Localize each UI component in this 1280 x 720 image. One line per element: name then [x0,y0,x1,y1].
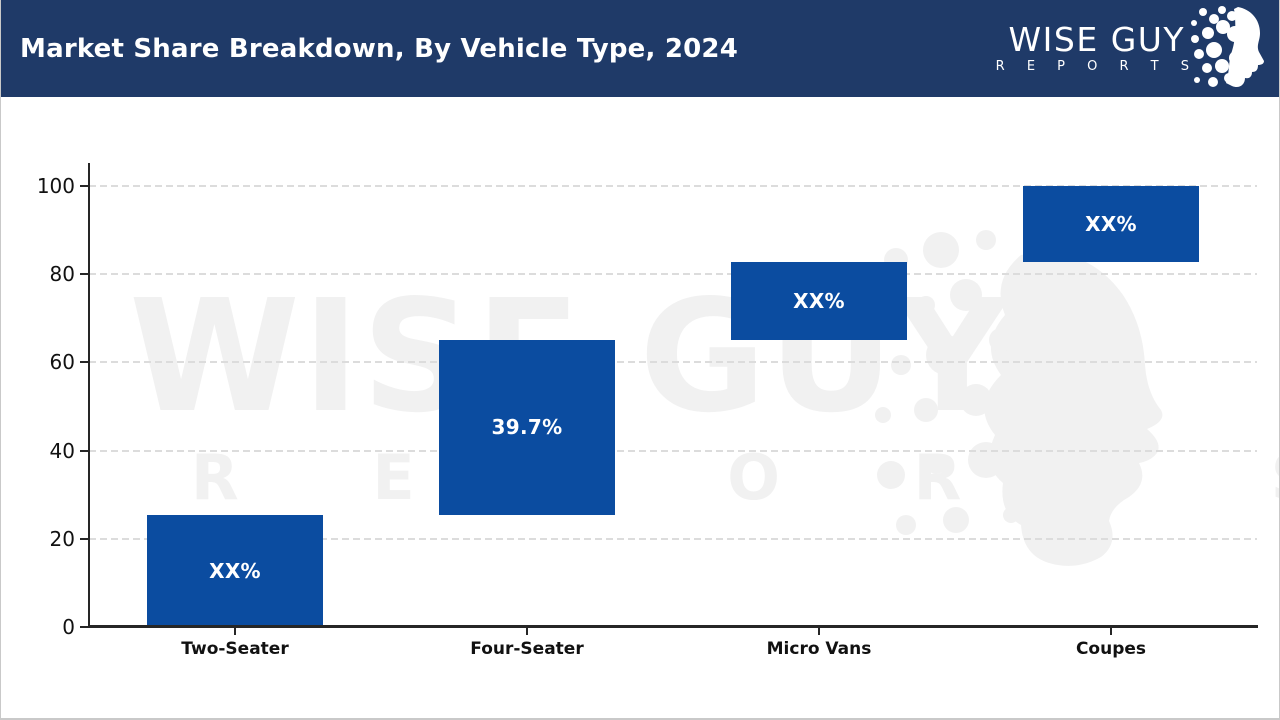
dotted-head-icon [1184,3,1268,95]
x-tick-label: Four-Seater [470,639,584,659]
brand-logo: WISE GUY R E P O R T S [996,3,1268,95]
bar-segment: XX% [147,514,323,627]
y-tick-label: 100 [36,174,75,198]
bar-value-label: XX% [1085,212,1137,237]
chart-area: WISE GUY R E P O R T S [1,97,1280,718]
gridline [89,449,1257,452]
x-tick-label: Coupes [1075,639,1147,659]
bar-value-label: XX% [209,558,261,583]
y-axis-tick [80,361,89,364]
y-axis-spine [88,163,90,626]
y-tick-label: 80 [49,262,75,287]
brand-subtitle: R E P O R T S [995,59,1198,75]
x-axis-spine [88,625,1258,628]
page-title: Market Share Breakdown, By Vehicle Type,… [20,33,738,64]
gridline [89,273,1257,276]
x-axis-tick [526,628,528,635]
y-tick-label: 60 [49,350,75,375]
report-header: Market Share Breakdown, By Vehicle Type,… [1,0,1279,97]
brand-logo-text: WISE GUY R E P O R T S [995,19,1198,75]
x-axis-tick [1110,628,1112,635]
y-axis-tick [80,273,89,276]
y-tick-label: 0 [62,615,75,639]
y-tick-label: 20 [49,526,75,551]
gridline [89,537,1257,540]
y-axis-tick [80,626,89,628]
brand-name: WISE GUY [1008,19,1186,59]
watermark-head-icon [871,225,1171,574]
bar-segment: XX% [731,262,907,340]
bar-segment: 39.7% [439,339,615,515]
x-tick-label: Micro Vans [766,639,872,659]
bar-value-label: XX% [793,289,845,314]
y-axis-tick [80,449,89,452]
gridline [89,361,1257,364]
y-axis-tick [80,185,89,187]
bar-segment: XX% [1023,186,1199,263]
x-axis-tick [234,628,236,635]
gridline [89,185,1257,187]
y-axis-tick [80,537,89,540]
y-tick-label: 40 [49,438,75,463]
watermark-subtitle: R E P O R T S [191,441,1280,514]
bar-value-label: 39.7% [491,415,563,440]
x-tick-label: Two-Seater [181,639,289,659]
x-axis-tick [818,628,820,635]
